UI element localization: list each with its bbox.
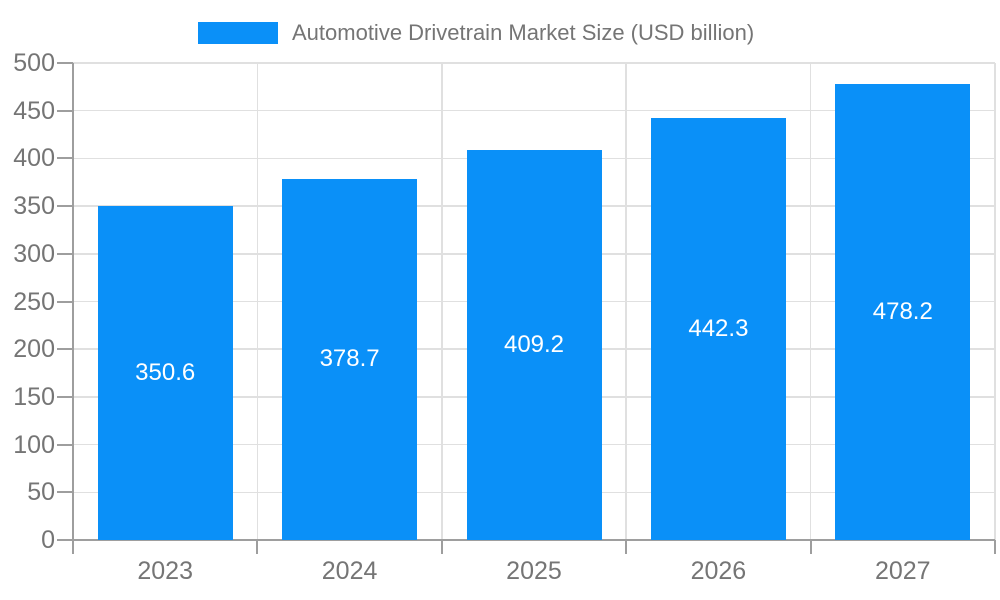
y-tick — [57, 252, 73, 255]
x-tick-label: 2024 — [321, 557, 378, 585]
y-tick-label: 400 — [13, 144, 55, 173]
bar-value-label: 409.2 — [503, 330, 565, 358]
bar: 350.6 — [97, 205, 233, 540]
x-tick-label: 2025 — [506, 557, 562, 585]
bar: 478.2 — [835, 83, 971, 540]
bar-value-label: 442.3 — [688, 315, 749, 342]
y-tick — [57, 300, 73, 303]
bar-value-label: 478.2 — [872, 297, 933, 325]
x-tick-label: 2027 — [874, 557, 931, 585]
y-tick-label: 0 — [41, 526, 55, 554]
x-gridline — [441, 63, 443, 540]
y-gridline — [73, 62, 995, 64]
y-gridline — [73, 109, 995, 112]
y-tick-label: 100 — [13, 430, 55, 459]
legend: Automotive Drivetrain Market Size (USD b… — [198, 20, 754, 46]
x-gridline — [625, 63, 627, 540]
x-tick — [625, 540, 628, 554]
y-tick — [57, 109, 73, 112]
x-tick — [809, 540, 812, 554]
y-tick-label: 450 — [13, 96, 55, 125]
x-gridline — [809, 63, 812, 540]
bar: 442.3 — [650, 118, 786, 540]
y-tick — [57, 205, 73, 208]
y-tick-label: 150 — [13, 382, 55, 411]
x-tick — [994, 540, 996, 554]
y-tick-label: 500 — [13, 49, 55, 77]
x-axis-line — [57, 539, 995, 541]
y-tick — [57, 62, 73, 64]
x-tick — [256, 540, 259, 554]
x-tick-label: 2023 — [137, 557, 193, 585]
y-tick-label: 50 — [27, 478, 55, 507]
y-tick-label: 300 — [13, 239, 55, 268]
bar-value-label: 350.6 — [135, 358, 196, 386]
y-tick — [57, 348, 73, 351]
y-tick — [57, 157, 73, 160]
y-tick-label: 350 — [13, 192, 55, 221]
y-tick-label: 200 — [13, 335, 55, 364]
y-tick-label: 250 — [13, 287, 55, 316]
y-tick — [57, 395, 73, 398]
bar: 409.2 — [466, 149, 602, 540]
x-tick-label: 2026 — [690, 557, 747, 585]
x-tick — [440, 540, 443, 554]
y-axis-line — [72, 63, 74, 554]
x-gridline — [994, 63, 996, 540]
bar: 378.7 — [282, 178, 418, 540]
x-gridline — [256, 63, 259, 540]
y-tick — [57, 491, 73, 494]
y-tick — [57, 443, 73, 446]
legend-label: Automotive Drivetrain Market Size (USD b… — [292, 20, 755, 45]
bar-value-label: 378.7 — [319, 345, 380, 373]
legend-swatch-icon — [198, 22, 278, 44]
